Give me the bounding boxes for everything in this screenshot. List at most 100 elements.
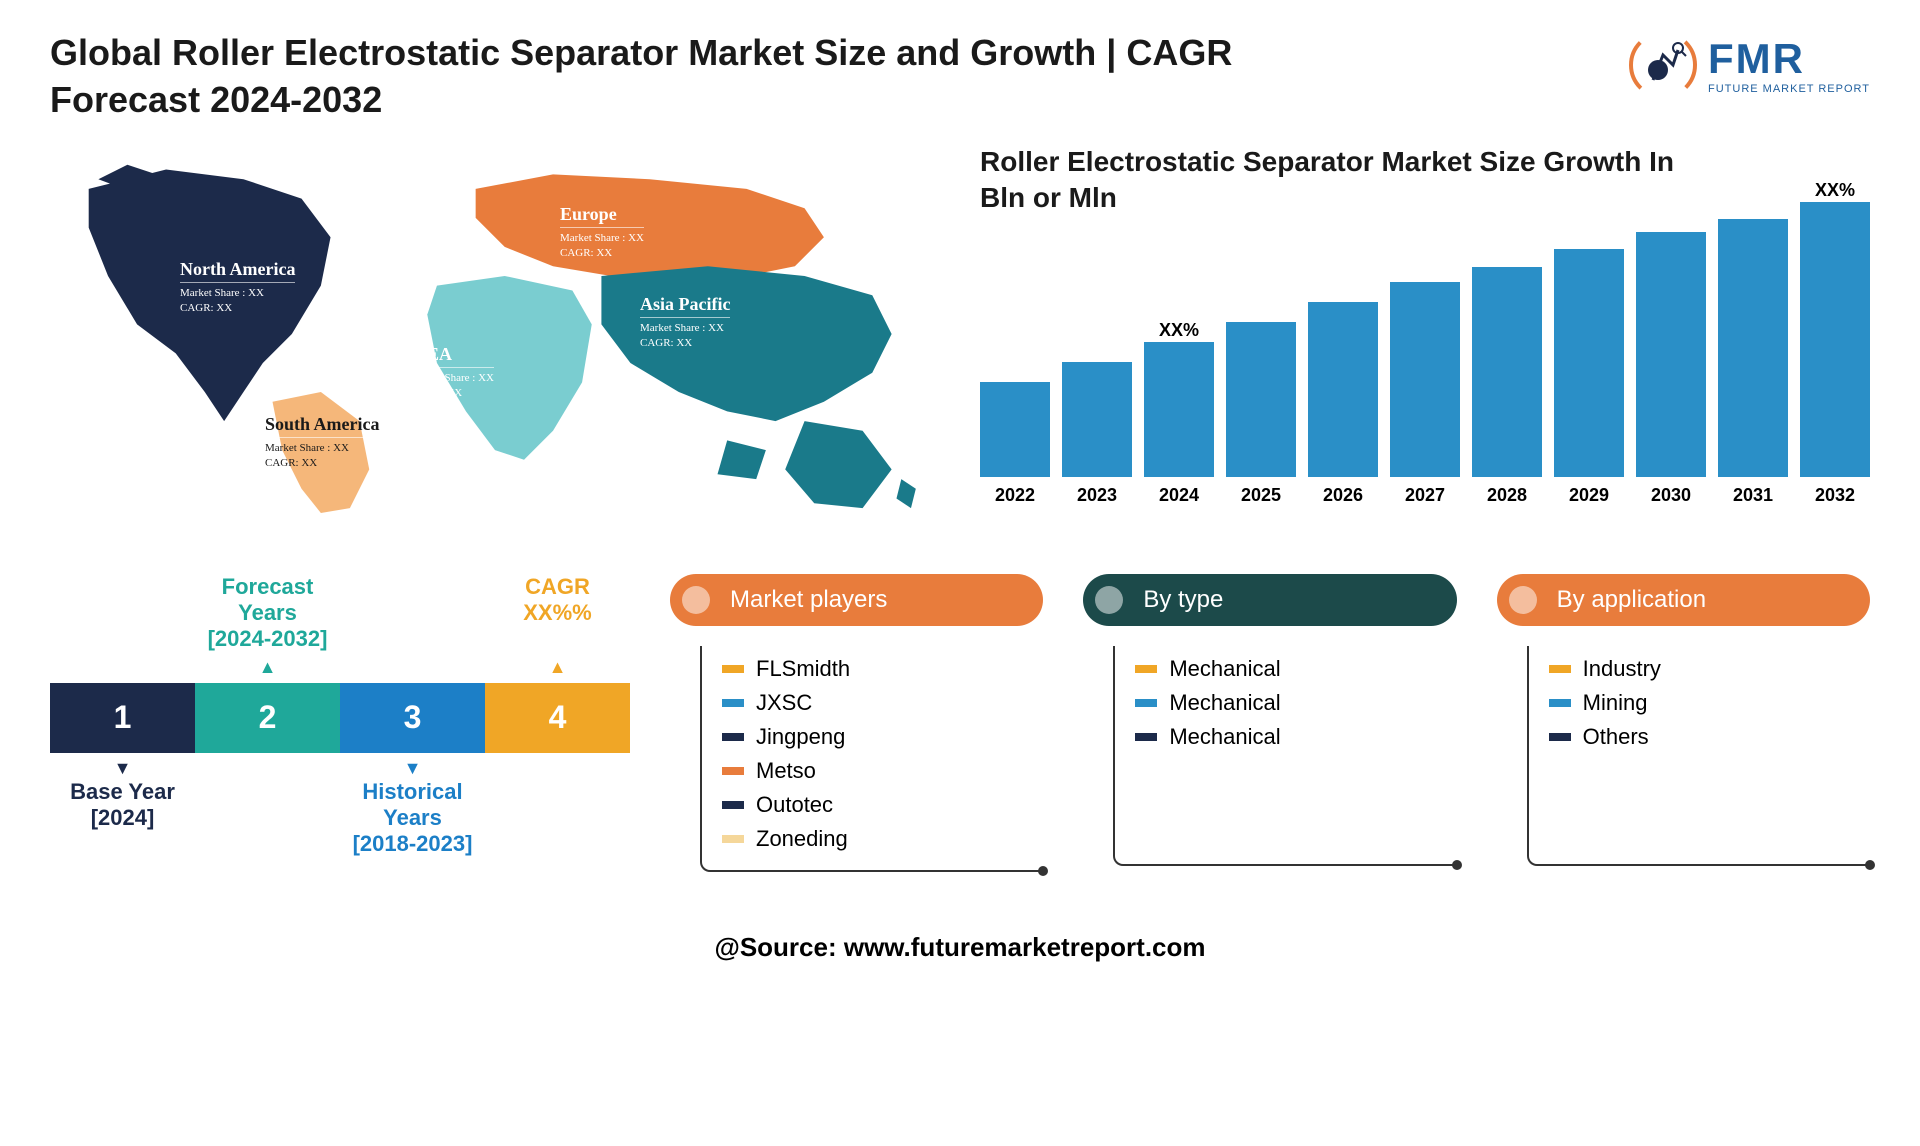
category-header: Market players [670, 574, 1043, 626]
bar [980, 382, 1050, 477]
bar-year-label: 2025 [1241, 485, 1281, 506]
timeline: Forecast Years[2024-2032]CAGRXX%% ▲▲ 123… [50, 574, 630, 872]
timeline-segment: 2 [195, 683, 340, 753]
region-name: South America [265, 414, 380, 438]
bar [1390, 282, 1460, 477]
item-label: Industry [1583, 656, 1661, 682]
bar-year-label: 2032 [1815, 485, 1855, 506]
category-list: Mechanical Mechanical Mechanical [1113, 646, 1456, 866]
list-item: JXSC [722, 690, 1043, 716]
bar [1308, 302, 1378, 477]
source-line: @Source: www.futuremarketreport.com [50, 932, 1870, 963]
bars-container: 2022 2023 2024XX% 2025 2026 2027 2028 20… [980, 226, 1870, 506]
bar [1226, 322, 1296, 477]
list-item: Jingpeng [722, 724, 1043, 750]
world-map: North America Market Share : XX CAGR: XX… [50, 144, 940, 524]
region-name: Asia Pacific [640, 294, 730, 318]
timeline-bar: 1234 [50, 683, 630, 753]
bar-year-label: 2030 [1651, 485, 1691, 506]
list-item: Mechanical [1135, 656, 1456, 682]
bar [1144, 342, 1214, 477]
bar-wrapper: 2028 [1472, 267, 1542, 506]
page-title: Global Roller Electrostatic Separator Ma… [50, 30, 1300, 124]
list-item: Metso [722, 758, 1043, 784]
logo-icon [1628, 30, 1698, 100]
bar-wrapper: 2025 [1226, 322, 1296, 506]
region-share: Market Share : XX [180, 286, 295, 301]
item-label: Mining [1583, 690, 1648, 716]
arrow-down-icon [195, 758, 340, 779]
list-item: Others [1549, 724, 1870, 750]
timeline-segment: 4 [485, 683, 630, 753]
bar-wrapper: 2022 [980, 382, 1050, 506]
region-south-america: South America Market Share : XX CAGR: XX [265, 414, 380, 472]
region-europe: Europe Market Share : XX CAGR: XX [560, 204, 644, 262]
bar [1718, 219, 1788, 477]
item-marker-icon [722, 767, 744, 775]
region-share: Market Share : XX [410, 371, 494, 386]
list-item: Outotec [722, 792, 1043, 818]
bar-wrapper: 2024XX% [1144, 342, 1214, 506]
item-label: Mechanical [1169, 656, 1280, 682]
category-list: Industry Mining Others [1527, 646, 1870, 866]
bar-year-label: 2024 [1159, 485, 1199, 506]
category-list: FLSmidth JXSC Jingpeng Metso Outotec Zon… [700, 646, 1043, 872]
category-column: By application Industry Mining Others [1497, 574, 1870, 872]
timeline-top-label: Forecast Years[2024-2032] [195, 574, 340, 652]
region-name: North America [180, 259, 295, 283]
arrow-up-icon [50, 657, 195, 678]
region-north-america: North America Market Share : XX CAGR: XX [180, 259, 295, 317]
list-item: FLSmidth [722, 656, 1043, 682]
list-item: Mining [1549, 690, 1870, 716]
chart-title: Roller Electrostatic Separator Market Si… [980, 144, 1870, 217]
bar-wrapper: 2031 [1718, 219, 1788, 506]
bar [1636, 232, 1706, 477]
bar-year-label: 2023 [1077, 485, 1117, 506]
arrow-up-icon: ▲ [485, 657, 630, 678]
bar-wrapper: 2027 [1390, 282, 1460, 506]
bottom-section: Forecast Years[2024-2032]CAGRXX%% ▲▲ 123… [50, 574, 1870, 872]
timeline-top-label [340, 574, 485, 652]
bar-year-label: 2029 [1569, 485, 1609, 506]
item-label: JXSC [756, 690, 812, 716]
region-name: Europe [560, 204, 644, 228]
item-marker-icon [722, 733, 744, 741]
item-marker-icon [1549, 699, 1571, 707]
bar-year-label: 2022 [995, 485, 1035, 506]
item-marker-icon [1135, 699, 1157, 707]
item-label: Jingpeng [756, 724, 845, 750]
region-name: MEA [410, 344, 494, 368]
logo-sub: FUTURE MARKET REPORT [1708, 83, 1870, 95]
item-marker-icon [722, 699, 744, 707]
timeline-bottom-label [195, 779, 340, 857]
region-share: Market Share : XX [560, 231, 644, 246]
arrow-up-icon: ▲ [195, 657, 340, 678]
bar-wrapper: 2026 [1308, 302, 1378, 506]
timeline-top-label [50, 574, 195, 652]
bar-year-label: 2026 [1323, 485, 1363, 506]
bar-wrapper: 2023 [1062, 362, 1132, 506]
region-cagr: CAGR: XX [560, 246, 644, 261]
arrow-down-icon: ▼ [340, 758, 485, 779]
arrow-up-icon [340, 657, 485, 678]
list-item: Mechanical [1135, 690, 1456, 716]
item-marker-icon [1135, 733, 1157, 741]
item-label: Metso [756, 758, 816, 784]
region-share: Market Share : XX [265, 441, 380, 456]
bar [1472, 267, 1542, 477]
logo-text: FMR FUTURE MARKET REPORT [1708, 35, 1870, 95]
item-label: Mechanical [1169, 724, 1280, 750]
bar-wrapper: 2029 [1554, 249, 1624, 506]
bar-annotation: XX% [1159, 320, 1199, 341]
item-label: Zoneding [756, 826, 848, 852]
region-asia-pacific: Asia Pacific Market Share : XX CAGR: XX [640, 294, 730, 352]
bar-wrapper: 2030 [1636, 232, 1706, 506]
bar-year-label: 2028 [1487, 485, 1527, 506]
item-marker-icon [722, 665, 744, 673]
bar-year-label: 2027 [1405, 485, 1445, 506]
region-cagr: CAGR: XX [265, 456, 380, 471]
list-item: Zoneding [722, 826, 1043, 852]
timeline-segment: 3 [340, 683, 485, 753]
category-header: By application [1497, 574, 1870, 626]
timeline-segment: 1 [50, 683, 195, 753]
